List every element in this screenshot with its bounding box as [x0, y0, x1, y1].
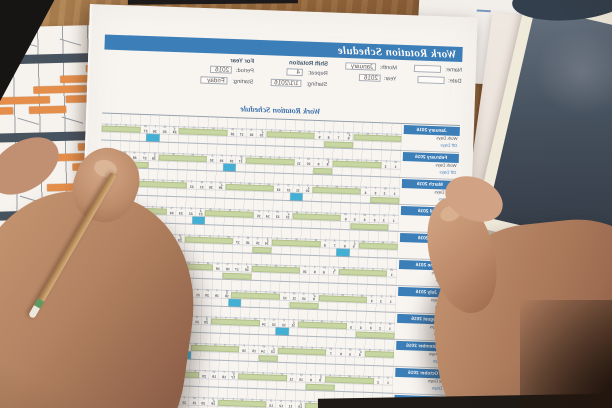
gap-count: 4: [261, 131, 264, 135]
highlight-cell: [223, 163, 236, 172]
gap-count: 4: [300, 402, 303, 407]
field-label: Period:: [235, 67, 254, 74]
field-value-box: Friday: [200, 76, 228, 85]
document-title: Work Rotation Schedule: [337, 44, 457, 61]
gap-count: 4: [246, 265, 249, 270]
gantt-leader-line: [61, 116, 84, 124]
form-field: Starting: 1/1/2016: [267, 78, 327, 88]
work-days-block: [289, 302, 319, 310]
form-group: Month: January Year: 2016: [341, 62, 398, 108]
field-value-box: 4: [286, 68, 304, 77]
highlight-cell: [275, 327, 289, 336]
form-group: Name: Date:: [410, 64, 462, 110]
field-label: Year:: [383, 75, 398, 82]
screen-glare: [525, 20, 612, 126]
gap-count: 4: [267, 239, 270, 243]
highlight-cell: [146, 134, 160, 142]
form-field: Repeat: 4: [268, 67, 328, 77]
dark-corner-bottom-right: [520, 300, 612, 408]
gap-count: 4: [226, 291, 229, 296]
form-field: Date:: [411, 75, 462, 85]
gap-count: 4: [272, 347, 275, 352]
month-band: January 2016: [403, 125, 460, 136]
month-label-column: February 2016 Work Days Off Days: [400, 151, 459, 179]
form-group-title: For Year: [230, 57, 255, 65]
highlight-cell: [192, 216, 206, 225]
month-band: February 2016: [402, 152, 459, 163]
gap-count: 4: [240, 157, 243, 161]
gap-count: 3: [153, 154, 156, 158]
field-value-box: [414, 64, 442, 73]
gap-count: 4: [320, 376, 323, 380]
gap-count: 4: [313, 294, 316, 299]
highlight-cell: [336, 248, 350, 257]
gap-count: 3: [174, 128, 177, 132]
highlight-cell: [228, 299, 241, 307]
form-field: Name:: [411, 64, 462, 74]
field-value-box: 1/1/2016: [270, 78, 302, 88]
field-value-box: [417, 75, 445, 85]
month-label-column: January 2016 Work Days Off Days: [401, 124, 460, 152]
field-value-box: January: [345, 62, 377, 71]
form-group: Shift Rotation Repeat: 4 Starting: 1/1/2016: [267, 59, 329, 105]
month-name: October 2016: [408, 370, 439, 377]
gap-count: 4: [307, 186, 310, 191]
off-days-label: Off Days: [439, 170, 457, 176]
off-days-label: Off Days: [440, 143, 458, 149]
gantt-leader-line: [17, 117, 40, 125]
field-label: Starting:: [232, 78, 254, 85]
gap-count: 4: [206, 318, 209, 322]
gantt-bar: [28, 105, 67, 114]
field-label: Month:: [380, 64, 398, 71]
form-field: Period: 2016: [197, 65, 254, 75]
gantt-bar: [0, 107, 14, 116]
work-days-block: [222, 272, 252, 280]
work-days-block: [370, 196, 400, 204]
work-days-label: Work Days: [436, 136, 458, 142]
work-days-block: [364, 350, 395, 358]
gap-count: 4: [327, 160, 330, 164]
gap-count: 4: [348, 134, 351, 138]
month-name: January 2016: [416, 127, 447, 134]
work-days-label: Work Days: [435, 163, 457, 169]
sheet-blue-text-line: [476, 9, 491, 13]
gantt-bar: [33, 85, 87, 94]
form-field: Month: January: [342, 62, 398, 72]
month-name: March 2016: [416, 181, 443, 188]
field-label: Date:: [448, 77, 462, 84]
month-name: February 2016: [414, 154, 448, 161]
field-label: Name:: [445, 66, 463, 73]
gap-count: 4: [287, 213, 290, 217]
work-days-block: [313, 167, 333, 175]
highlight-cell: [289, 193, 303, 201]
gap-count: 4: [354, 242, 357, 246]
field-label: Repeat:: [307, 69, 328, 77]
gap-count: 4: [293, 321, 296, 325]
field-value-box: 2016: [209, 65, 232, 74]
form-field: Year: 2016: [341, 73, 397, 83]
gap-count: 4: [200, 209, 203, 214]
field-value-box: 2016: [359, 73, 381, 82]
work-days-block: [305, 383, 335, 391]
form-group-title: Shift Rotation: [288, 59, 329, 68]
gap-count: 4: [359, 350, 363, 355]
form-field: Starting: Friday: [197, 76, 253, 86]
work-days-block: [252, 246, 272, 254]
gap-count: 4: [233, 373, 236, 377]
work-days-block: [258, 355, 278, 362]
month-name: July 2016: [415, 289, 437, 296]
gap-count: 4: [213, 399, 216, 404]
gap-count: 4: [179, 236, 183, 240]
form-group: For Year Period: 2016 Starting: Friday: [196, 57, 254, 103]
gap-count: 4: [333, 268, 336, 273]
gap-count: 4: [220, 183, 223, 188]
field-label: Starting:: [306, 80, 328, 88]
gantt-leader-line: [59, 38, 82, 46]
gantt-bar: [0, 96, 50, 105]
work-days-block: [323, 141, 353, 149]
